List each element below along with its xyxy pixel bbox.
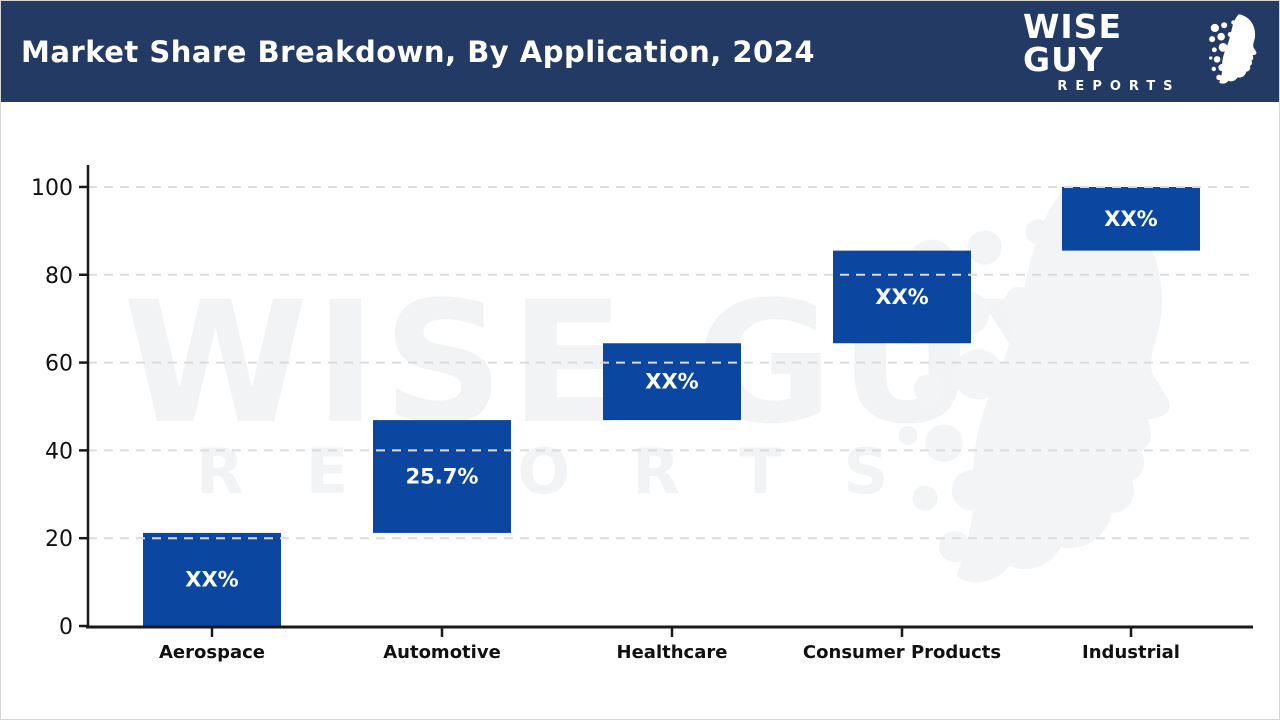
bar-value-label: XX% [185,567,238,591]
x-category-label: Aerospace [159,642,265,663]
logo-text: WISE GUY REPORTS [1023,10,1209,93]
logo-reports-label: REPORTS [1057,79,1181,94]
y-tick-label: 0 [59,615,73,640]
x-category-label: Healthcare [617,642,728,663]
logo-head-icon [1209,13,1257,84]
bar-segment [603,343,741,421]
y-tick-label: 80 [45,264,73,289]
bar-value-label: XX% [1104,207,1157,231]
chart-title: Market Share Breakdown, By Application, … [21,34,816,69]
x-category-label: Consumer Products [803,642,1001,663]
logo-wiseguy-label: WISE GUY [1023,7,1122,79]
bar-segment [373,420,511,533]
bar-value-label: 25.7% [406,465,479,489]
x-category-label: Industrial [1082,642,1180,663]
bar-segment [1062,186,1200,251]
bar-value-label: XX% [645,370,698,394]
bar-segment [143,532,281,626]
header-bar: Market Share Breakdown, By Application, … [1,1,1279,102]
x-category-label: Automotive [383,642,501,663]
y-tick-label: 60 [45,352,73,377]
wise-guy-reports-logo: WISE GUY REPORTS [1023,9,1273,94]
y-tick-label: 100 [31,176,73,201]
bar-segment [833,250,971,344]
y-tick-label: 40 [45,439,73,464]
bar-value-label: XX% [875,285,928,309]
y-tick-label: 20 [45,527,73,552]
